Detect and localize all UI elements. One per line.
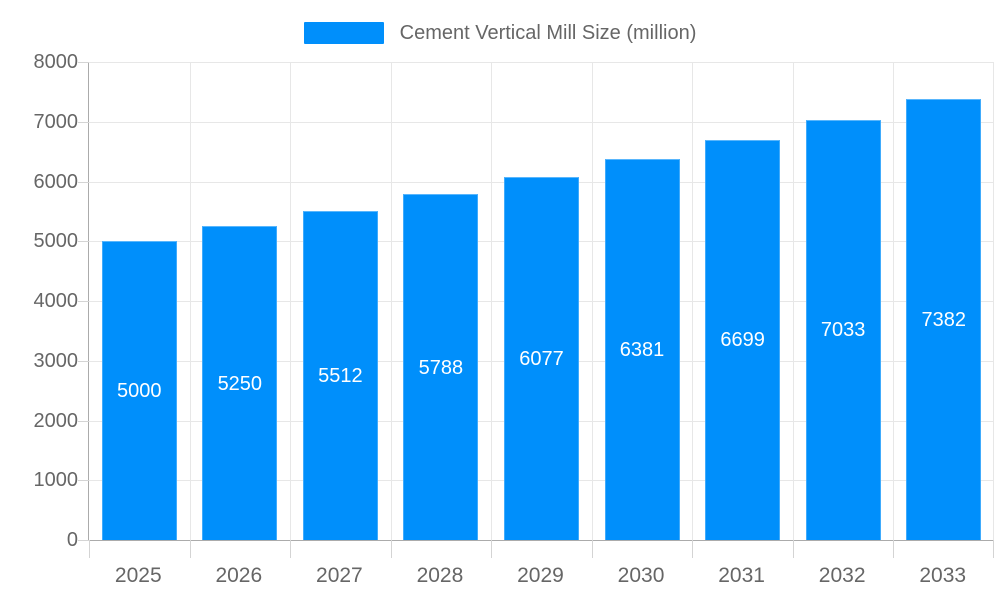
bar-value-label: 6699 <box>720 329 765 352</box>
legend-swatch <box>303 22 384 44</box>
y-axis-tick <box>78 121 89 123</box>
chart-legend: Cement Vertical Mill Size (million) <box>0 20 1000 46</box>
x-axis-label: 2030 <box>617 564 665 587</box>
x-axis-tick <box>89 540 90 558</box>
x-axis-tick <box>893 540 895 558</box>
x-axis-tick <box>692 540 694 558</box>
x-axis-tick <box>491 540 493 558</box>
bar-value-label: 5788 <box>418 356 464 379</box>
x-axis-label: 2033 <box>919 564 967 587</box>
y-axis-label: 8000 <box>33 51 79 73</box>
y-axis-tick <box>78 241 89 243</box>
legend-item[interactable]: Cement Vertical Mill Size (million) <box>303 21 697 45</box>
bar-slot: 6381 <box>592 62 693 540</box>
bar[interactable]: 5000 <box>101 241 177 540</box>
legend-label: Cement Vertical Mill Size (million) <box>399 21 697 44</box>
bar-slot: 5000 <box>89 62 190 540</box>
bar-value-label: 5250 <box>217 372 263 395</box>
x-axis-label: 2029 <box>517 564 564 587</box>
bar[interactable]: 6699 <box>705 139 781 540</box>
bar[interactable]: 6381 <box>604 158 680 540</box>
bar-value-label: 6381 <box>619 338 665 361</box>
y-axis-label: 1000 <box>33 469 79 492</box>
plot-area: 5000 5250 5512 5788 6077 6381 6699 7033 7382 <box>78 62 994 558</box>
bar[interactable]: 6077 <box>503 176 579 540</box>
x-axis-tick <box>993 540 994 558</box>
y-axis-label: 2000 <box>33 409 79 432</box>
bar[interactable]: 7033 <box>805 119 881 540</box>
bar-slot: 5788 <box>391 62 492 540</box>
bar[interactable]: 7382 <box>906 98 982 540</box>
bar-slot: 5250 <box>190 62 291 540</box>
x-axis-labels: 2025 2026 2027 2028 2029 2030 2031 2032 2033 <box>88 560 993 592</box>
bar-value-label: 7382 <box>921 308 966 331</box>
y-axis-labels: 0 1000 2000 3000 4000 5000 6000 7000 8000 <box>0 52 79 550</box>
y-axis-tick <box>78 301 89 302</box>
v-gridline <box>893 62 895 540</box>
x-axis-label: 2032 <box>818 564 866 587</box>
v-gridline <box>692 62 694 540</box>
bar-value-label: 6077 <box>519 347 564 370</box>
x-axis-tick <box>591 540 593 558</box>
v-gridline <box>792 62 794 540</box>
y-axis-tick <box>78 420 89 422</box>
bar-value-label: 5000 <box>117 380 162 403</box>
x-axis-label: 2031 <box>718 564 765 587</box>
bar[interactable]: 5788 <box>403 194 479 540</box>
y-axis-label: 3000 <box>33 349 79 372</box>
y-axis-label: 0 <box>66 529 78 551</box>
x-axis-tick <box>290 540 292 558</box>
bar-slot: 7033 <box>793 62 894 540</box>
v-gridline <box>290 62 292 540</box>
h-gridline <box>89 62 994 63</box>
bar-slot: 5512 <box>290 62 391 540</box>
y-axis-tick <box>78 480 89 482</box>
x-axis-tick <box>792 540 794 558</box>
x-axis-label: 2026 <box>215 564 263 587</box>
v-gridline <box>591 62 593 540</box>
y-axis-label: 7000 <box>33 110 79 133</box>
y-axis-tick <box>78 62 89 63</box>
v-gridline <box>993 62 994 540</box>
v-gridline <box>491 62 493 540</box>
h-gridline <box>89 121 994 123</box>
x-axis-label: 2027 <box>316 564 363 587</box>
y-axis-tick <box>78 540 89 541</box>
bar-value-label: 7033 <box>820 319 866 342</box>
bar[interactable]: 5512 <box>302 210 378 540</box>
y-axis-label: 6000 <box>33 170 79 193</box>
y-axis-tick <box>78 360 89 362</box>
bar[interactable]: 5250 <box>202 226 278 540</box>
x-axis-tick <box>189 540 191 558</box>
v-gridline <box>390 62 392 540</box>
bar-slot: 6699 <box>692 62 793 540</box>
y-axis-label: 4000 <box>33 290 79 312</box>
bar-slot: 6077 <box>491 62 592 540</box>
x-axis-label: 2028 <box>416 564 464 587</box>
x-axis-tick <box>390 540 392 558</box>
x-axis-label: 2025 <box>114 564 162 587</box>
bar-slot: 7382 <box>893 62 994 540</box>
y-axis-tick <box>78 181 89 183</box>
bar-value-label: 5512 <box>318 364 363 387</box>
v-gridline <box>189 62 191 540</box>
y-axis-label: 5000 <box>33 230 79 253</box>
